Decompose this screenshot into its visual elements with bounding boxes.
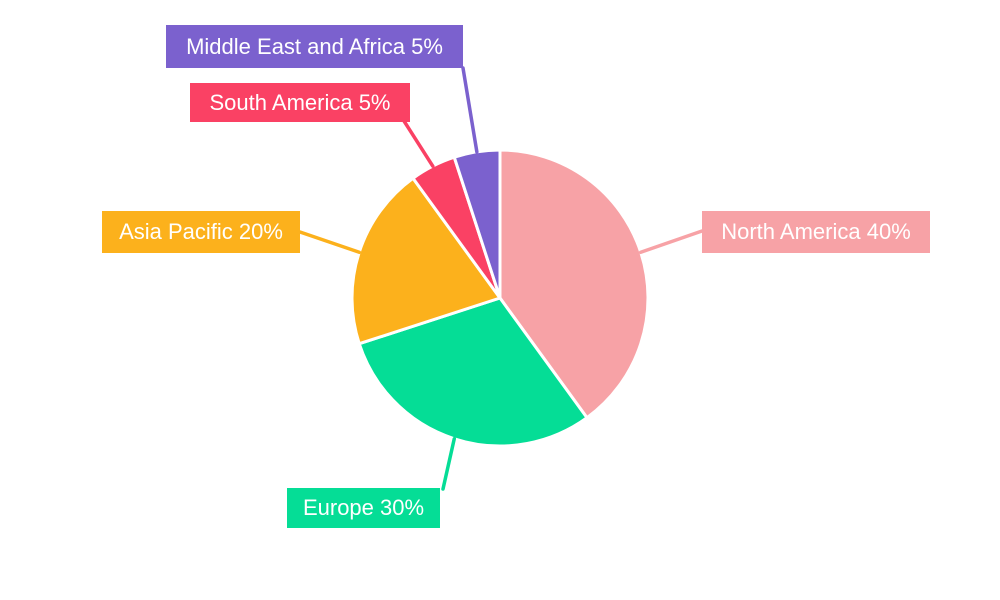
slice-label-europe: Europe 30%	[287, 488, 440, 528]
slice-label-middle-east-and-africa: Middle East and Africa 5%	[166, 25, 463, 68]
leader-line-middle-east-and-africa	[461, 66, 479, 154]
leader-line-asia-pacific	[298, 230, 361, 255]
slice-label-north-america: North America 40%	[702, 211, 930, 253]
leader-line-south-america	[402, 119, 435, 168]
leader-line-europe	[441, 437, 457, 491]
leader-line-north-america	[639, 229, 704, 255]
slice-label-asia-pacific: Asia Pacific 20%	[102, 211, 300, 253]
slice-label-south-america: South America 5%	[190, 83, 410, 122]
